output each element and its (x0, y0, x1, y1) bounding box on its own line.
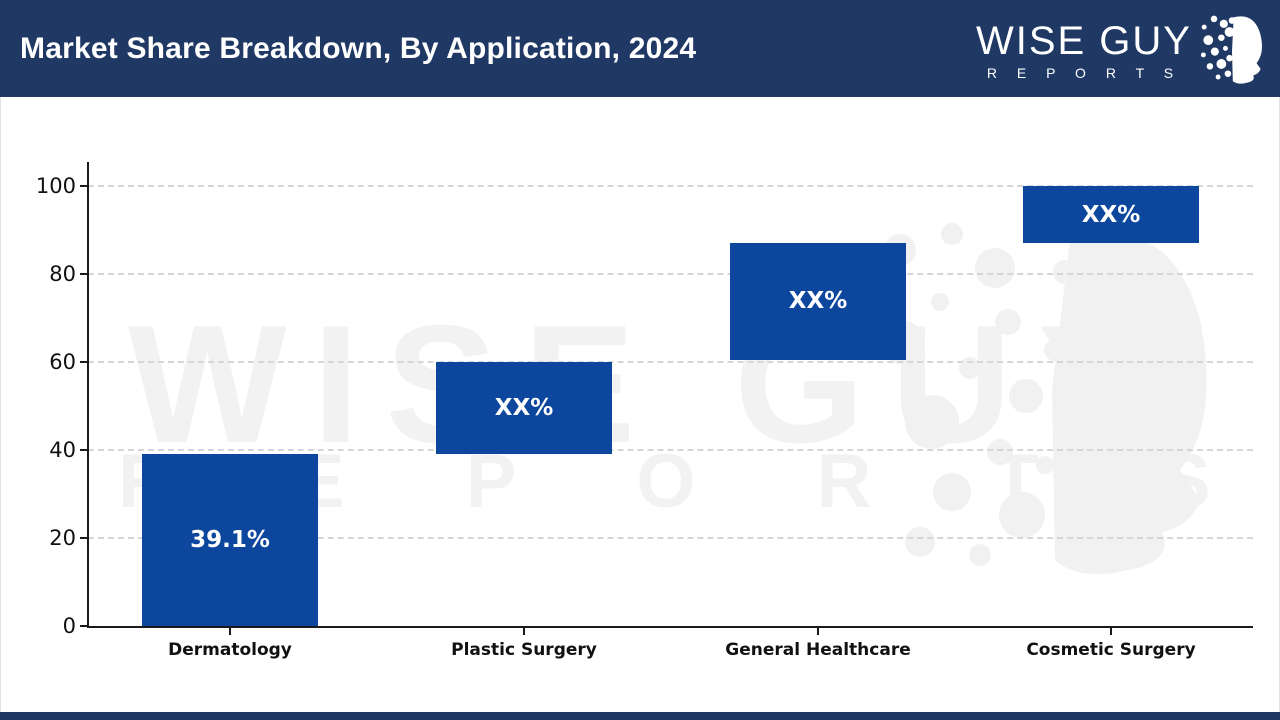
bar-value-label: XX% (1081, 201, 1141, 228)
logo-wordmark: WISE GUY (975, 19, 1192, 63)
x-axis-tick (817, 628, 819, 635)
bar: XX% (436, 362, 612, 454)
y-axis-tick-label: 80 (49, 262, 76, 286)
x-axis-category-label: Plastic Surgery (451, 640, 597, 660)
page-title: Market Share Breakdown, By Application, … (20, 31, 697, 65)
wise-guy-logo: WISE GUY R E P O R T S (976, 8, 1268, 92)
y-axis-tick-label: 40 (49, 438, 76, 462)
bar: XX% (1023, 186, 1199, 244)
y-axis-line (87, 162, 89, 628)
gridline (88, 185, 1253, 187)
y-axis-tick-label: 60 (49, 350, 76, 374)
logo-face-icon (1200, 15, 1262, 84)
y-axis-tick (80, 449, 88, 451)
y-axis-tick (80, 537, 88, 539)
gridline (88, 449, 1253, 451)
x-axis-tick (1110, 628, 1112, 635)
y-axis-tick (80, 361, 88, 363)
footer-band (0, 712, 1280, 720)
gridline (88, 273, 1253, 275)
x-axis-tick (523, 628, 525, 635)
watermark-wordmark: WISE GUY (128, 290, 1177, 478)
x-axis-tick (229, 628, 231, 635)
logo-text: WISE GUY R E P O R T S (976, 19, 1192, 81)
y-axis-tick (80, 185, 88, 187)
y-axis-tick-label: 20 (49, 526, 76, 550)
y-axis-tick (80, 625, 88, 627)
bar-value-label: XX% (494, 394, 554, 421)
y-axis-tick-label: 0 (62, 614, 76, 638)
x-axis-category-label: Dermatology (168, 640, 292, 660)
bar-value-label: XX% (788, 288, 848, 315)
logo-subtitle: R E P O R T S (986, 65, 1182, 81)
gridline (88, 361, 1253, 363)
y-axis-tick (80, 273, 88, 275)
bar-value-label: 39.1% (190, 526, 270, 553)
gridline (88, 537, 1253, 539)
bar: XX% (730, 243, 906, 360)
header-band: Market Share Breakdown, By Application, … (0, 0, 1280, 97)
x-axis-line (87, 626, 1253, 628)
y-axis-tick-label: 100 (35, 174, 76, 198)
x-axis-category-label: General Healthcare (725, 640, 911, 660)
x-axis-category-label: Cosmetic Surgery (1026, 640, 1196, 660)
bar: 39.1% (142, 453, 318, 626)
